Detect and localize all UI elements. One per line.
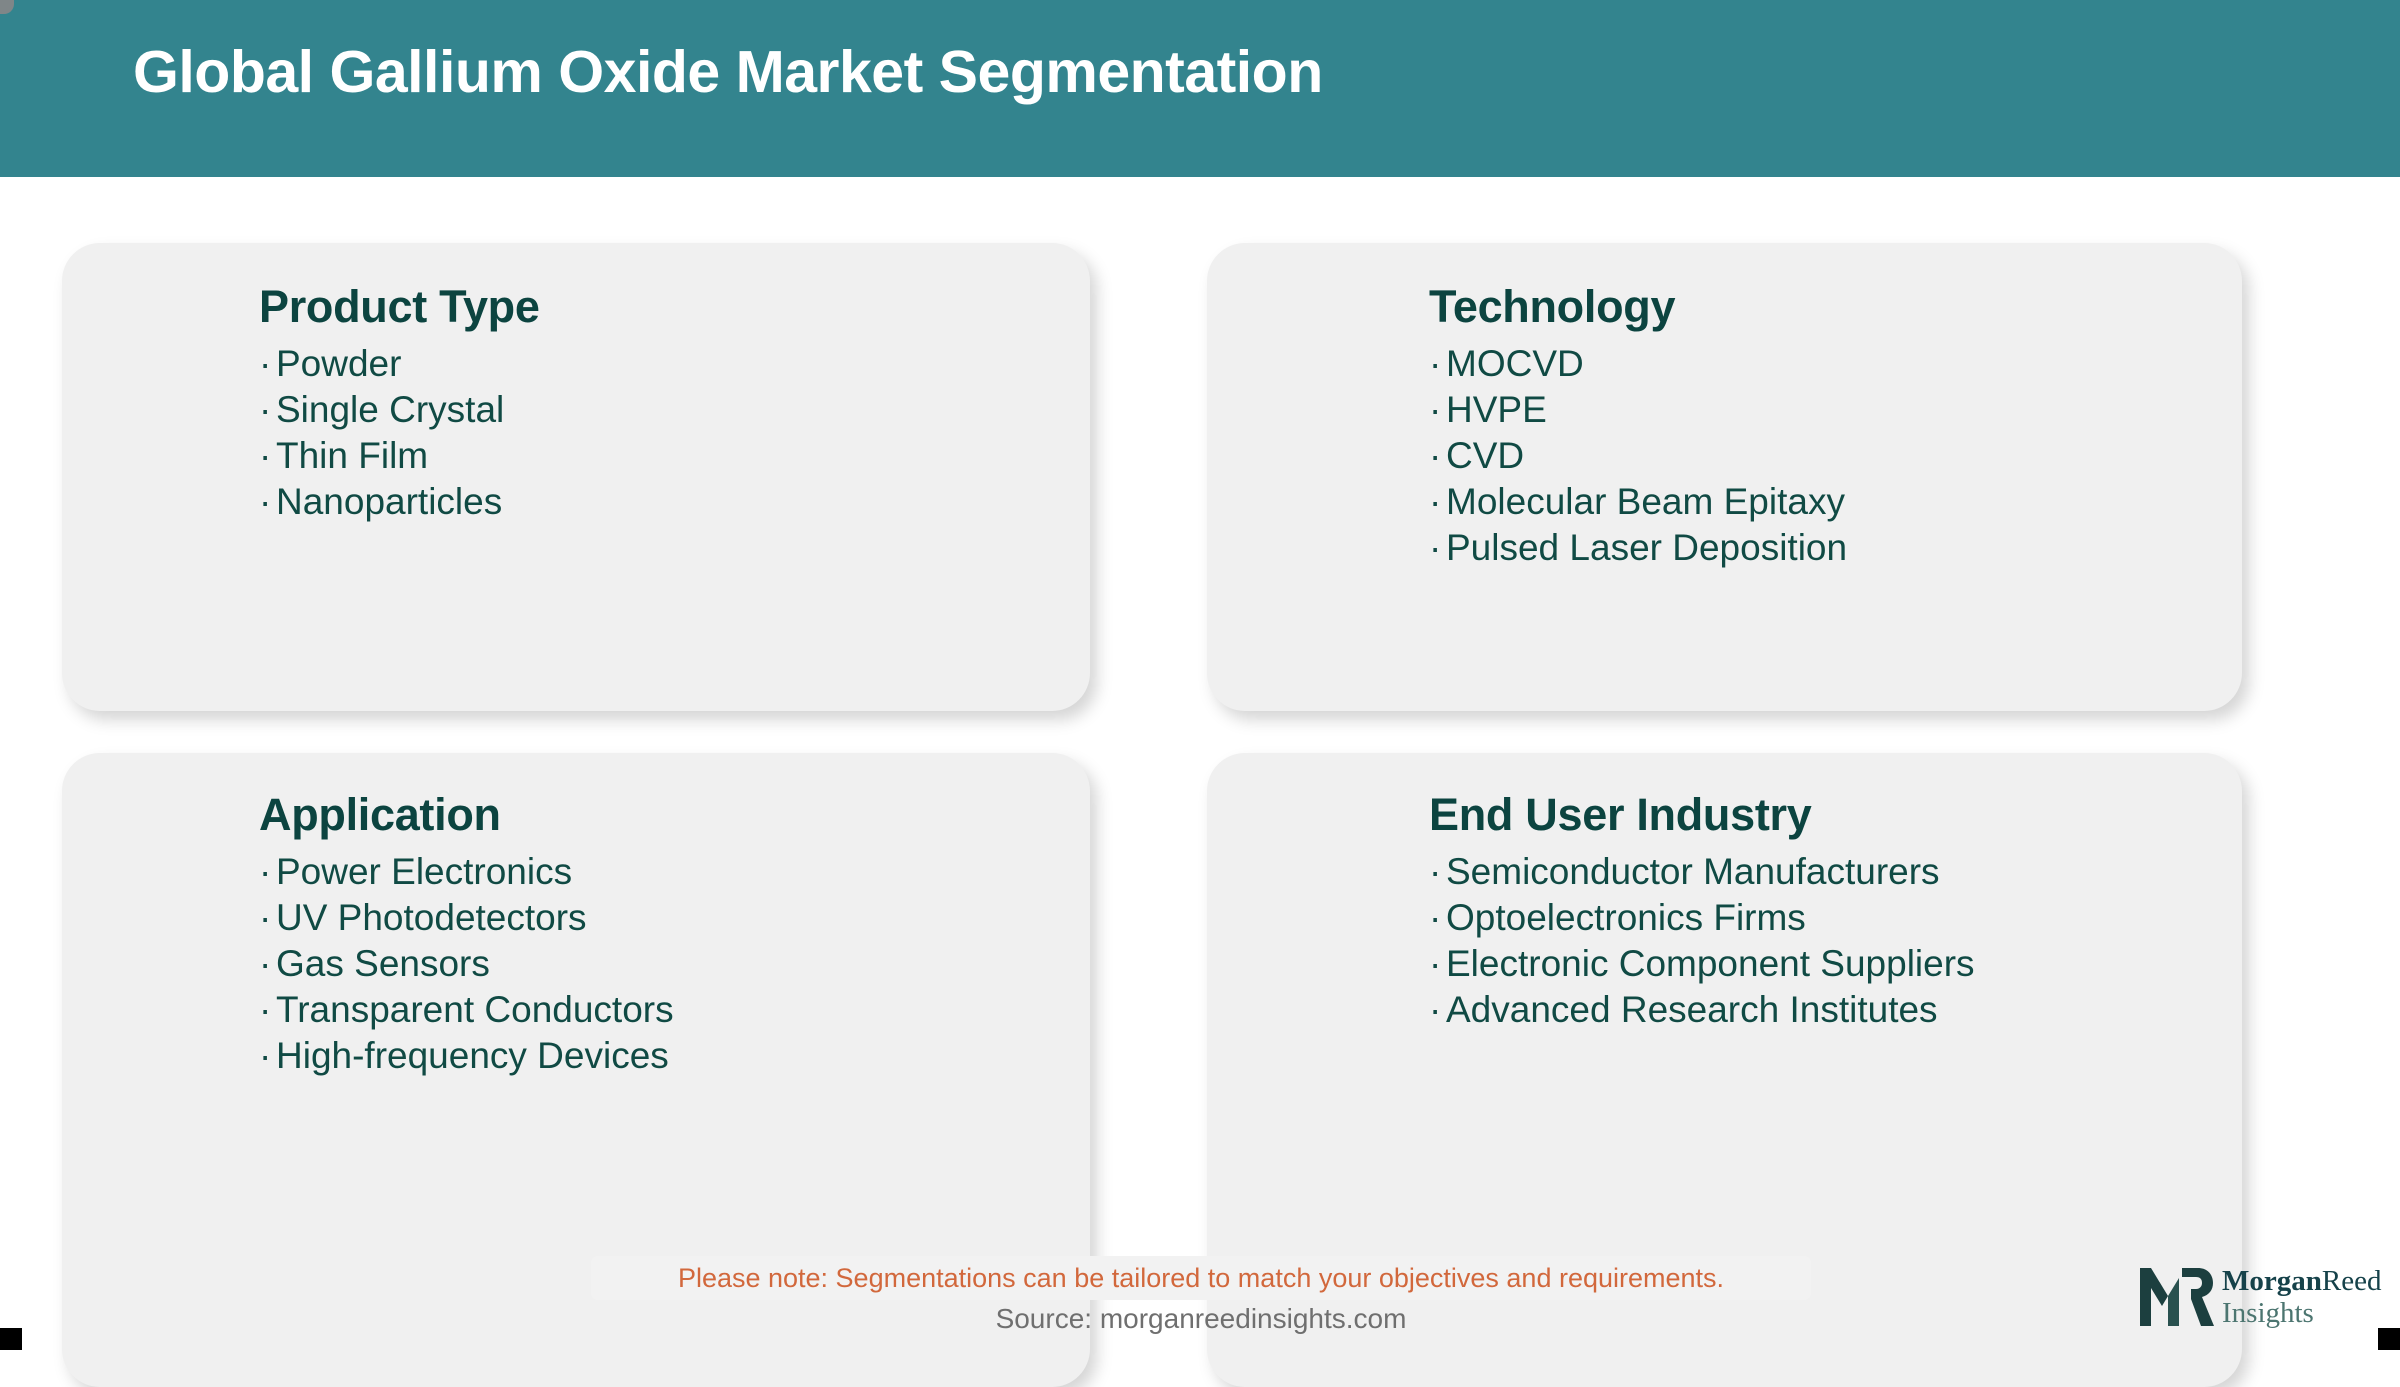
bullet-icon: · [259,389,272,431]
list-item: · Nanoparticles [259,479,1060,525]
card-item-list: · Semiconductor Manufacturers · Optoelectr… [1429,849,2212,1033]
bullet-icon: · [1429,481,1442,523]
list-item-label: Semiconductor Manufacturers [1446,851,1940,893]
card-item-list: · Powder · Single Crystal · Thin Film · Nano… [259,341,1060,525]
list-item-label: HVPE [1446,389,1547,431]
list-item: · Transparent Conductors [259,987,1060,1033]
bullet-icon: · [1429,527,1442,569]
note-text: Please note: Segmentations can be tailor… [677,1263,1725,1293]
list-item-label: High-frequency Devices [276,1035,669,1077]
bullet-icon: · [1429,343,1442,385]
segmentation-card-technology: Technology · MOCVD · HVPE · CVD · Molecular … [1207,243,2242,711]
bullet-icon: · [1429,943,1442,985]
bullet-icon: · [259,435,272,477]
card-item-list: · Power Electronics · UV Photodetectors · G… [259,849,1060,1079]
list-item-label: Optoelectronics Firms [1446,897,1806,939]
list-item: · Power Electronics [259,849,1060,895]
segmentation-card-application: Application · Power Electronics · UV Photo… [62,753,1090,1387]
list-item: · High-frequency Devices [259,1033,1060,1079]
header-bar: Global Gallium Oxide Market Segmentation [0,0,2400,177]
list-item: · Semiconductor Manufacturers [1429,849,2212,895]
list-item: · Thin Film [259,433,1060,479]
corner-artifact-left [0,1328,22,1350]
list-item: · UV Photodetectors [259,895,1060,941]
list-item-label: Molecular Beam Epitaxy [1446,481,1845,523]
card-title: Technology [1429,281,1676,332]
list-item-label: Advanced Research Institutes [1446,989,1938,1031]
brand-logo: MorganReed Insights [2138,1262,2381,1334]
corner-artifact-right [2378,1328,2400,1350]
logo-wordmark: MorganReed Insights [2222,1265,2381,1329]
list-item: · CVD [1429,433,2212,479]
segmentation-card-grid: Product Type · Powder · Single Crystal · Th… [0,177,2400,1387]
list-item-label: Electronic Component Suppliers [1446,943,1975,985]
card-item-list: · MOCVD · HVPE · CVD · Molecular Beam Epitax… [1429,341,2212,571]
list-item: · Gas Sensors [259,941,1060,987]
list-item: · Advanced Research Institutes [1429,987,2212,1033]
bullet-icon: · [259,989,272,1031]
bullet-icon: · [1429,989,1442,1031]
list-item-label: Single Crystal [276,389,505,431]
bullet-icon: · [259,481,272,523]
list-item: · Optoelectronics Firms [1429,895,2212,941]
logo-name-regular: Reed [2321,1265,2382,1297]
list-item-label: UV Photodetectors [276,897,587,939]
list-item-label: Thin Film [276,435,429,477]
bullet-icon: · [1429,851,1442,893]
logo-tagline: Insights [2222,1297,2314,1329]
corner-artifact [0,0,14,14]
bullet-icon: · [1429,897,1442,939]
list-item-label: CVD [1446,435,1525,477]
logo-name-bold: Morgan [2222,1265,2322,1297]
list-item: · Pulsed Laser Deposition [1429,525,2212,571]
list-item-label: Nanoparticles [276,481,503,523]
bullet-icon: · [259,1035,272,1077]
segmentation-card-product-type: Product Type · Powder · Single Crystal · Th… [62,243,1090,711]
page-title: Global Gallium Oxide Market Segmentation [133,39,1323,105]
list-item: · Powder [259,341,1060,387]
list-item-label: Powder [276,343,402,385]
logo-name: MorganReed [2222,1265,2381,1297]
list-item: · MOCVD [1429,341,2212,387]
list-item: · Molecular Beam Epitaxy [1429,479,2212,525]
list-item-label: Gas Sensors [276,943,490,985]
list-item: · HVPE [1429,387,2212,433]
list-item-label: Transparent Conductors [276,989,674,1031]
list-item: · Electronic Component Suppliers [1429,941,2212,987]
bullet-icon: · [1429,435,1442,477]
card-title: Application [259,789,501,840]
bullet-icon: · [259,851,272,893]
note-badge: Please note: Segmentations can be tailor… [591,1256,1811,1300]
list-item-label: Pulsed Laser Deposition [1446,527,1848,569]
bullet-icon: · [1429,389,1442,431]
bullet-icon: · [259,343,272,385]
card-title: Product Type [259,281,540,332]
bullet-icon: · [259,897,272,939]
list-item-label: MOCVD [1446,343,1584,385]
card-title: End User Industry [1429,789,1812,840]
list-item: · Single Crystal [259,387,1060,433]
list-item-label: Power Electronics [276,851,573,893]
mr-monogram-icon [2140,1268,2214,1326]
bullet-icon: · [259,943,272,985]
source-text: Source: morganreedinsights.com [995,1303,1407,1334]
